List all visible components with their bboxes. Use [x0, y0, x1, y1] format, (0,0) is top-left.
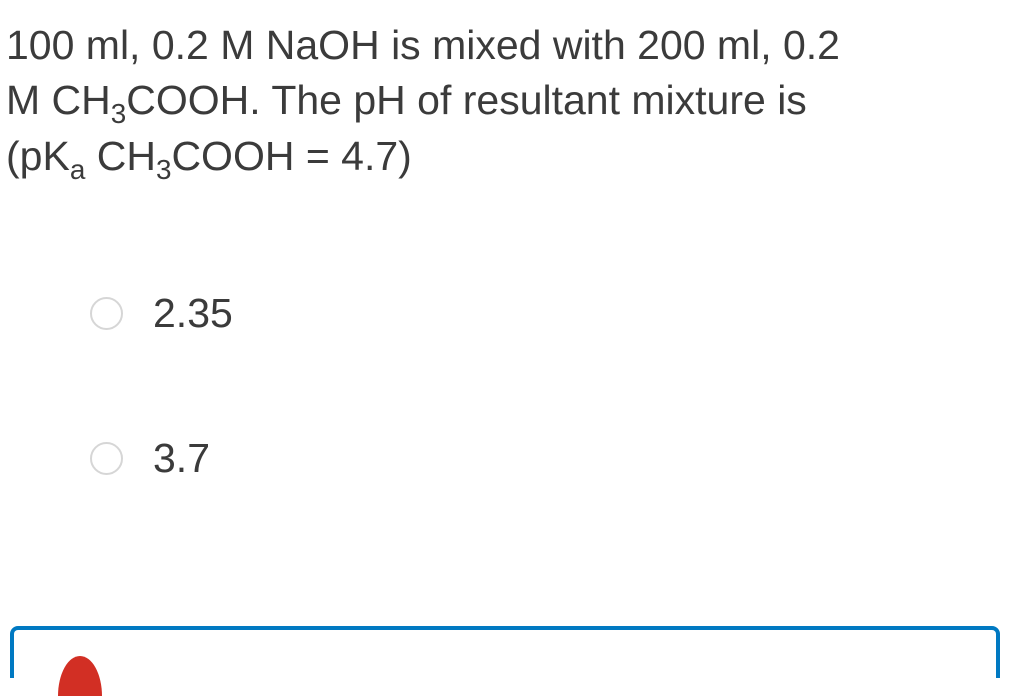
- option-label: 3.7: [153, 435, 210, 482]
- question-sub2: a: [70, 154, 86, 185]
- radio-icon[interactable]: [90, 442, 123, 475]
- options-group: 2.35 3.7: [90, 290, 233, 580]
- option-row[interactable]: 2.35: [90, 290, 233, 337]
- question-line2b: COOH. The pH of resultant mixture is: [126, 77, 807, 123]
- question-line3b: CH: [85, 133, 156, 179]
- radio-icon[interactable]: [90, 297, 123, 330]
- question-line1: 100 ml, 0.2 M NaOH is mixed with 200 ml,…: [6, 22, 840, 68]
- question-line2a: M CH: [6, 77, 111, 123]
- option-row[interactable]: 3.7: [90, 435, 233, 482]
- question-sub3: 3: [156, 154, 172, 185]
- option-label: 2.35: [153, 290, 233, 337]
- question-line3c: COOH = 4.7): [171, 133, 411, 179]
- answer-box-partial: [10, 626, 1000, 678]
- question-text: 100 ml, 0.2 M NaOH is mixed with 200 ml,…: [6, 18, 984, 184]
- question-line3a: (pK: [6, 133, 70, 179]
- question-sub1: 3: [111, 99, 127, 130]
